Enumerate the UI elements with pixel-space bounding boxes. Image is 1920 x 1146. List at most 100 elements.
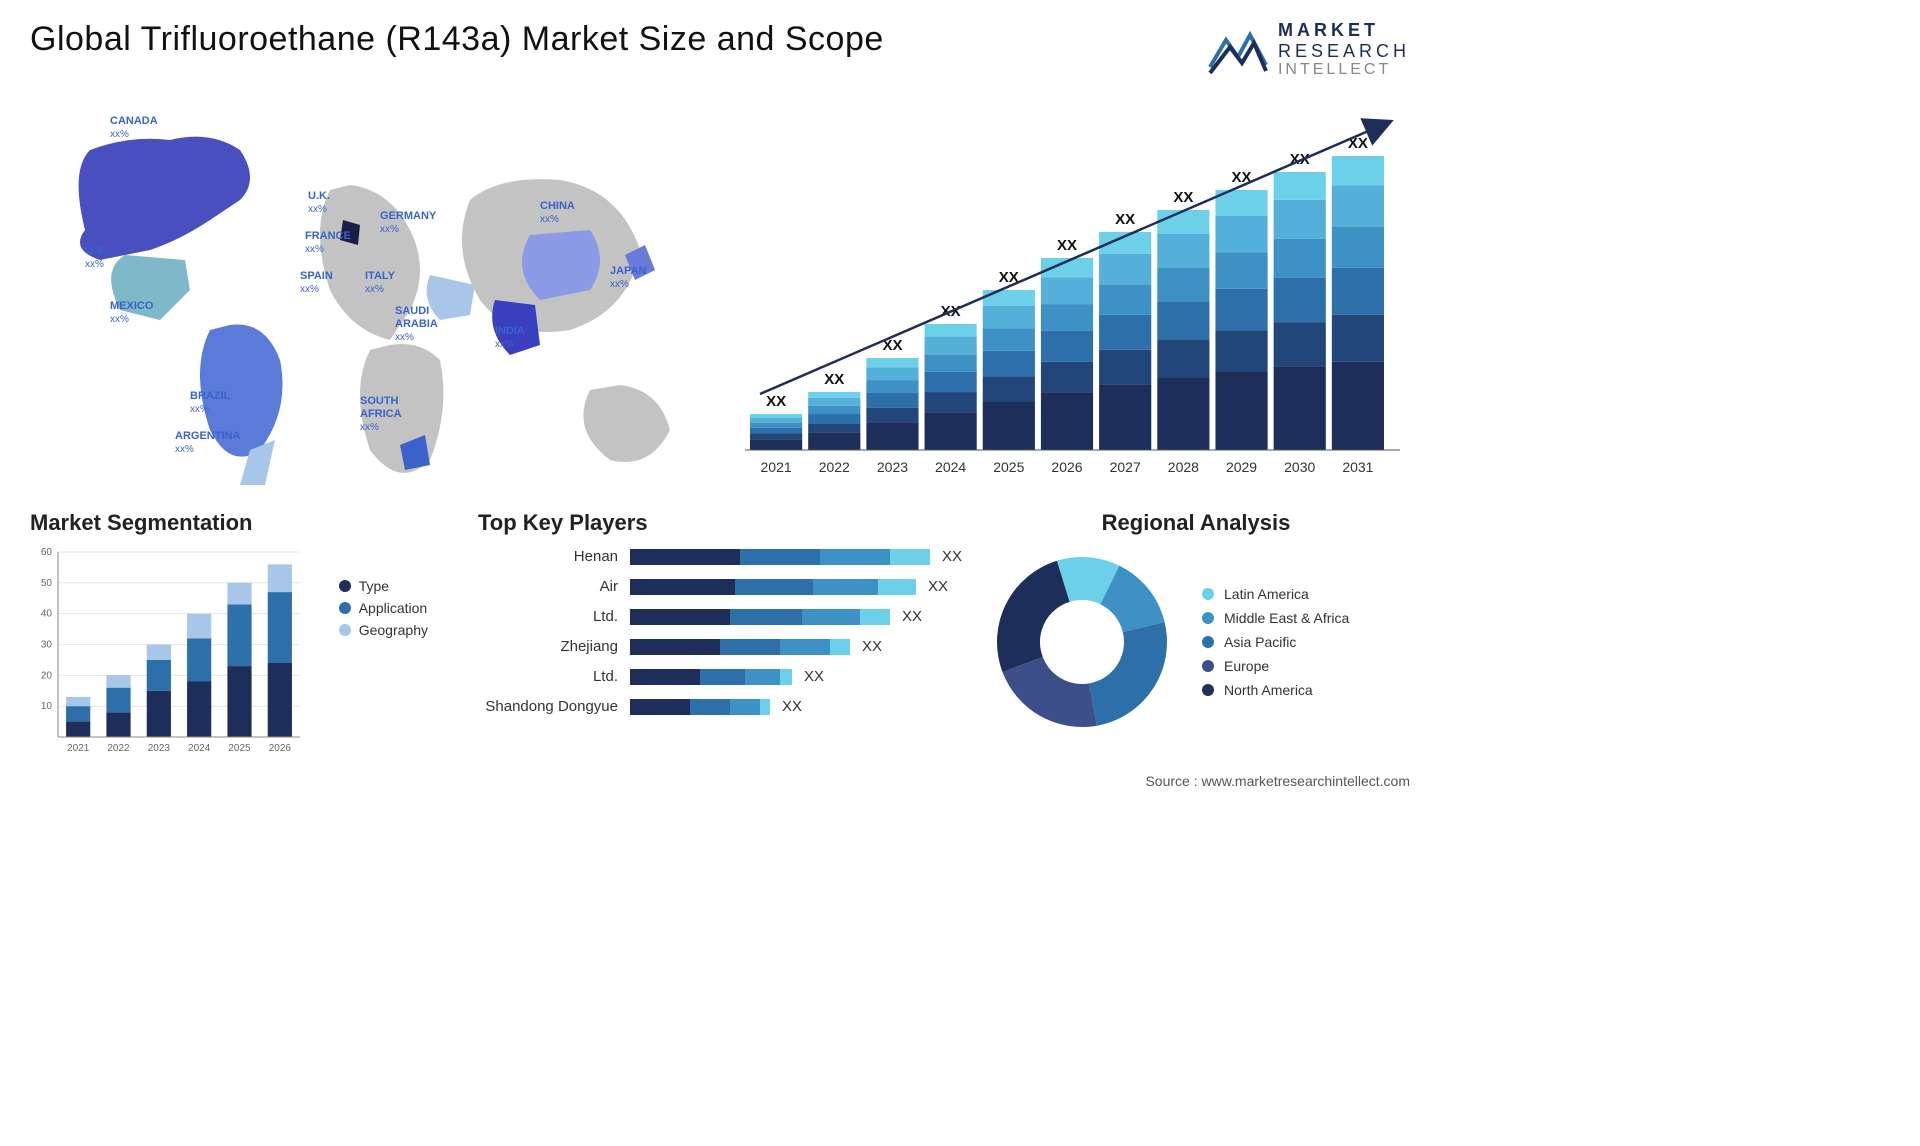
growth-bar-2031-seg4 xyxy=(1332,185,1384,226)
growth-bar-2029-seg2 xyxy=(1215,289,1267,331)
seg-bar-2024-Application xyxy=(187,638,211,681)
growth-bar-2028-seg5 xyxy=(1157,210,1209,234)
growth-bar-2026-seg3 xyxy=(1041,304,1093,331)
growth-bar-2030-seg2 xyxy=(1274,277,1326,321)
map-label-brazil: BRAZILxx% xyxy=(190,390,230,416)
svg-text:2021: 2021 xyxy=(67,743,90,754)
segmentation-panel: Market Segmentation 10203040506020212022… xyxy=(30,500,458,767)
logo-line1: MARKET xyxy=(1278,20,1410,41)
svg-text:60: 60 xyxy=(41,547,53,558)
growth-bar-2028-seg2 xyxy=(1157,301,1209,339)
donut-legend-northamerica: North America xyxy=(1202,682,1349,698)
growth-bar-2031-seg0 xyxy=(1332,362,1384,450)
growth-bar-2030-seg3 xyxy=(1274,238,1326,277)
growth-bar-2021-seg0 xyxy=(750,439,802,450)
map-label-japan: JAPANxx% xyxy=(610,265,646,291)
players-chart: HenanXXAirXXLtd.XXZhejiangXXLtd.XXShando… xyxy=(478,542,962,722)
growth-bar-2027-seg0 xyxy=(1099,384,1151,449)
svg-text:30: 30 xyxy=(41,639,53,650)
growth-bar-2031-seg5 xyxy=(1332,156,1384,185)
growth-bar-2028-seg3 xyxy=(1157,267,1209,301)
players-panel: Top Key Players HenanXXAirXXLtd.XXZhejia… xyxy=(478,500,962,767)
seg-bar-2021-Application xyxy=(66,706,90,721)
growth-bar-2024-seg2 xyxy=(925,372,977,392)
growth-bar-2027-seg3 xyxy=(1099,284,1151,315)
world-map-panel: CANADAxx%U.S.xx%MEXICOxx%BRAZILxx%ARGENT… xyxy=(30,90,710,490)
donut-slice-asiapacific xyxy=(1089,622,1167,726)
seg-legend-Geography: Geography xyxy=(339,622,428,638)
growth-val-2028: XX xyxy=(1173,189,1193,206)
growth-bar-2029-seg4 xyxy=(1215,216,1267,252)
seg-bar-2026-Geography xyxy=(268,564,292,592)
logo-icon xyxy=(1208,25,1268,75)
regional-legend: Latin AmericaMiddle East & AfricaAsia Pa… xyxy=(1202,578,1349,706)
map-label-italy: ITALYxx% xyxy=(365,270,395,296)
growth-bar-2029-seg1 xyxy=(1215,330,1267,372)
player-row-shandongdongyue: Shandong DongyueXX xyxy=(478,692,962,722)
growth-bar-2030-seg4 xyxy=(1274,200,1326,239)
segmentation-chart: 102030405060202120222023202420252026 xyxy=(30,542,310,762)
svg-text:2023: 2023 xyxy=(148,743,171,754)
growth-year-2022: 2022 xyxy=(819,459,850,475)
growth-bar-2024-seg0 xyxy=(925,412,977,450)
growth-bar-2025-seg1 xyxy=(983,376,1035,402)
svg-text:10: 10 xyxy=(41,701,53,712)
page-title: Global Trifluoroethane (R143a) Market Si… xyxy=(30,20,884,59)
seg-bar-2024-Geography xyxy=(187,613,211,638)
growth-year-2025: 2025 xyxy=(993,459,1024,475)
growth-bar-2023-seg0 xyxy=(866,422,918,450)
map-label-india: INDIAxx% xyxy=(495,325,525,351)
donut-slice-northamerica xyxy=(997,561,1070,672)
growth-bar-2021-seg3 xyxy=(750,422,802,427)
seg-bar-2021-Geography xyxy=(66,697,90,706)
growth-bar-2024-seg3 xyxy=(925,354,977,372)
svg-text:2022: 2022 xyxy=(107,743,130,754)
growth-year-2023: 2023 xyxy=(877,459,908,475)
seg-bar-2026-Type xyxy=(268,663,292,737)
growth-bar-2022-seg3 xyxy=(808,406,860,414)
seg-bar-2023-Application xyxy=(147,660,171,691)
seg-bar-2022-Application xyxy=(106,687,130,712)
seg-bar-2025-Type xyxy=(227,666,251,737)
growth-bar-2027-seg2 xyxy=(1099,315,1151,350)
map-label-us: U.S.xx% xyxy=(85,245,106,271)
growth-bar-2030-seg0 xyxy=(1274,366,1326,449)
growth-bar-2027-seg4 xyxy=(1099,254,1151,285)
regional-donut xyxy=(982,542,1182,742)
growth-bar-2028-seg1 xyxy=(1157,339,1209,377)
growth-bar-2024-seg4 xyxy=(925,336,977,354)
svg-text:50: 50 xyxy=(41,578,53,589)
growth-year-2028: 2028 xyxy=(1168,459,1199,475)
regional-panel: Regional Analysis Latin AmericaMiddle Ea… xyxy=(982,500,1410,767)
growth-bar-2025-seg2 xyxy=(983,351,1035,377)
donut-legend-latinamerica: Latin America xyxy=(1202,586,1349,602)
growth-bar-2026-seg4 xyxy=(1041,277,1093,304)
growth-bar-2022-seg5 xyxy=(808,392,860,398)
player-row-henan: HenanXX xyxy=(478,542,962,572)
seg-bar-2022-Geography xyxy=(106,675,130,687)
growth-bar-2021-seg1 xyxy=(750,433,802,439)
map-label-france: FRANCExx% xyxy=(305,230,351,256)
seg-legend-Type: Type xyxy=(339,578,428,594)
growth-bar-2023-seg3 xyxy=(866,380,918,393)
svg-text:2026: 2026 xyxy=(269,743,292,754)
svg-text:2025: 2025 xyxy=(228,743,251,754)
growth-bar-2031-seg1 xyxy=(1332,315,1384,362)
growth-bar-2022-seg1 xyxy=(808,423,860,432)
map-label-canada: CANADAxx% xyxy=(110,115,158,141)
svg-text:40: 40 xyxy=(41,608,53,619)
regional-title: Regional Analysis xyxy=(982,510,1410,536)
player-row-ltd: Ltd.XX xyxy=(478,602,962,632)
map-label-southafrica: SOUTHAFRICAxx% xyxy=(360,395,402,435)
growth-bar-2024-seg1 xyxy=(925,392,977,412)
growth-year-2031: 2031 xyxy=(1342,459,1373,475)
svg-text:2024: 2024 xyxy=(188,743,211,754)
seg-legend-Application: Application xyxy=(339,600,428,616)
growth-year-2030: 2030 xyxy=(1284,459,1315,475)
growth-val-2027: XX xyxy=(1115,211,1135,228)
growth-bar-2030-seg1 xyxy=(1274,322,1326,366)
map-label-germany: GERMANYxx% xyxy=(380,210,436,236)
growth-bar-2027-seg1 xyxy=(1099,349,1151,384)
growth-bar-2022-seg0 xyxy=(808,432,860,449)
growth-bar-2023-seg2 xyxy=(866,393,918,408)
